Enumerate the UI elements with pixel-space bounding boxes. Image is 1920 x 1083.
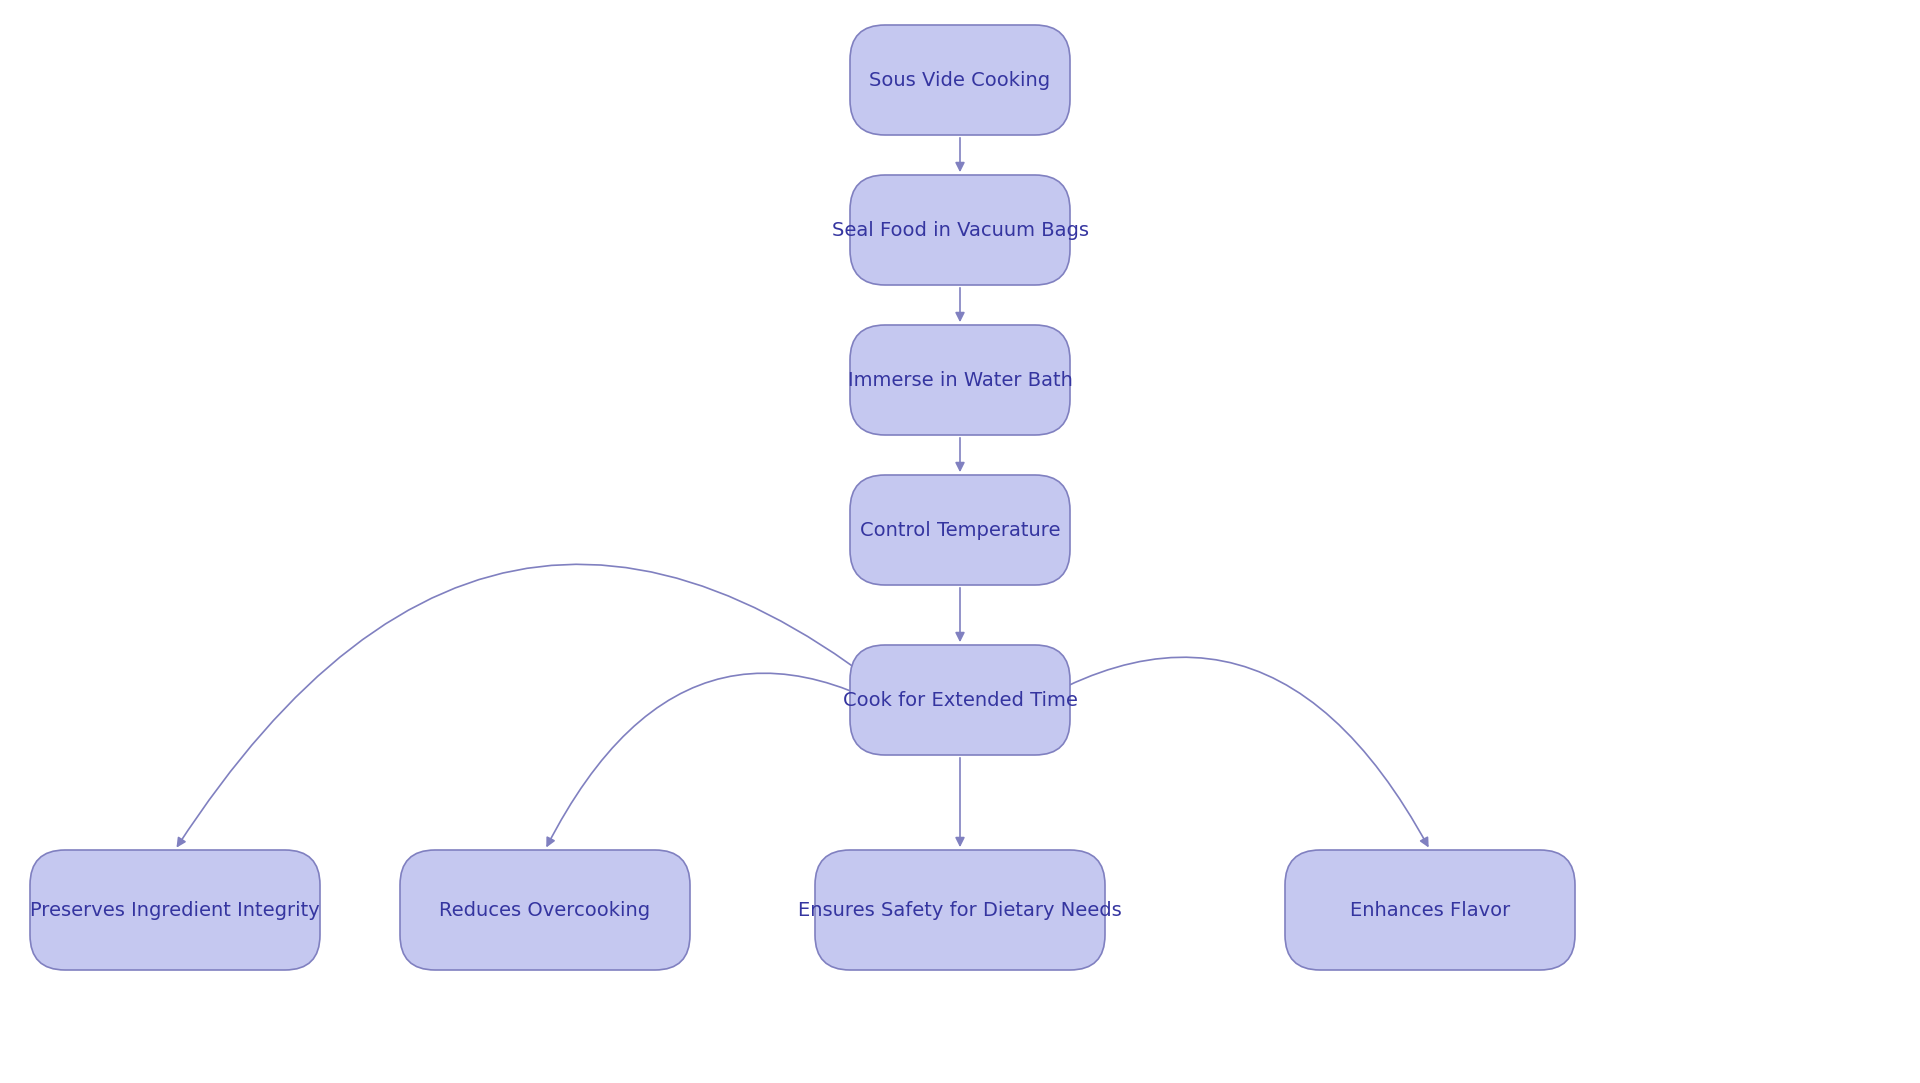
Text: Control Temperature: Control Temperature (860, 521, 1060, 539)
FancyBboxPatch shape (851, 325, 1069, 435)
Text: Reduces Overcooking: Reduces Overcooking (440, 900, 651, 919)
FancyBboxPatch shape (1284, 850, 1574, 970)
FancyBboxPatch shape (851, 645, 1069, 755)
FancyBboxPatch shape (814, 850, 1106, 970)
Text: Ensures Safety for Dietary Needs: Ensures Safety for Dietary Needs (799, 900, 1121, 919)
FancyBboxPatch shape (399, 850, 689, 970)
FancyBboxPatch shape (851, 175, 1069, 285)
FancyBboxPatch shape (851, 25, 1069, 135)
FancyBboxPatch shape (31, 850, 321, 970)
FancyBboxPatch shape (851, 475, 1069, 585)
Text: Seal Food in Vacuum Bags: Seal Food in Vacuum Bags (831, 221, 1089, 239)
Text: Preserves Ingredient Integrity: Preserves Ingredient Integrity (31, 900, 321, 919)
Text: Enhances Flavor: Enhances Flavor (1350, 900, 1511, 919)
Text: Cook for Extended Time: Cook for Extended Time (843, 691, 1077, 709)
Text: Sous Vide Cooking: Sous Vide Cooking (870, 70, 1050, 90)
Text: Immerse in Water Bath: Immerse in Water Bath (847, 370, 1073, 390)
